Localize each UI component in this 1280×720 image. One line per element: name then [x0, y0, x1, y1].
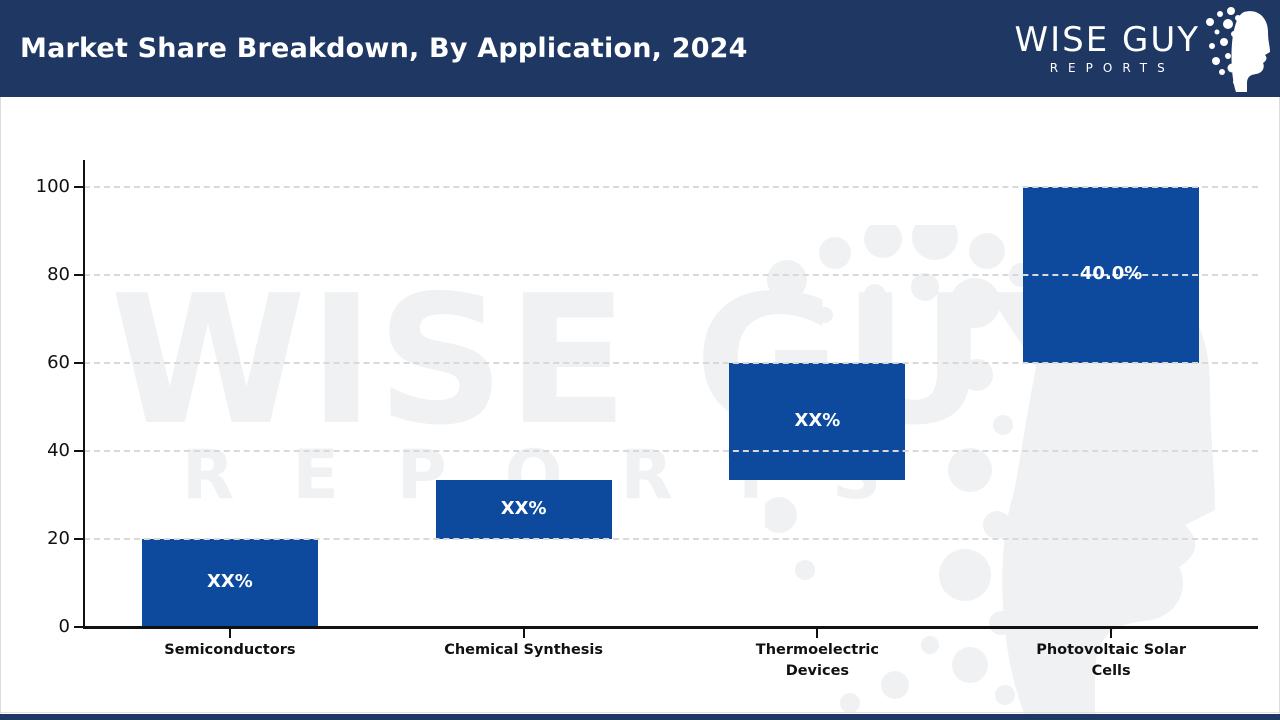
y-tick-label: 20 [47, 528, 70, 549]
bar-1 [435, 480, 612, 539]
x-axis-line [83, 626, 1258, 629]
bar-value-label: XX% [206, 571, 253, 592]
y-tick-mark [74, 538, 83, 540]
footer-hairline [0, 712, 1280, 713]
x-tick-label: Chemical Synthesis [444, 642, 604, 658]
x-tick-mark [522, 629, 525, 638]
logo-text: WISE GUY REPORTS [1014, 23, 1200, 75]
bar-value-label: 40.0% [1079, 263, 1143, 284]
y-tick-mark [74, 450, 83, 452]
x-tick-label: Semiconductors [164, 642, 296, 658]
x-tick-mark [816, 629, 819, 638]
bar-value-label: XX% [500, 497, 547, 519]
gridline-60 [84, 362, 1258, 364]
y-tick-mark [74, 186, 83, 188]
y-tick-label: 40 [47, 440, 70, 461]
x-tick-mark [228, 629, 231, 638]
logo-wise-guy-label: WISE GUY [1014, 20, 1200, 60]
gridline-40 [84, 450, 1258, 452]
bar-0 [141, 539, 318, 627]
header-bar: Market Share Breakdown, By Application, … [0, 0, 1280, 97]
footer-bar [0, 714, 1280, 720]
y-tick-label: 80 [47, 264, 70, 285]
logo-reports-label: REPORTS [1049, 61, 1175, 75]
watermark-face-dots [765, 225, 1215, 715]
wise-guy-reports-logo: WISE GUY REPORTS [1014, 6, 1270, 92]
gridline-80 [84, 274, 1258, 276]
y-tick-mark [74, 362, 83, 364]
gridline-20 [84, 538, 1258, 540]
logo-face-icon [1206, 7, 1270, 92]
y-tick-mark [74, 626, 83, 628]
y-tick-label: 60 [47, 352, 70, 373]
x-tick-label: Thermoelectric Devices [755, 642, 879, 679]
y-axis-line [83, 160, 85, 628]
y-tick-mark [74, 274, 83, 276]
watermark-wiseguy-text: WISE GUY [110, 257, 1120, 464]
x-tick-mark [1110, 629, 1113, 638]
bar-value-label: XX% [794, 409, 841, 431]
chart-title: Market Share Breakdown, By Application, … [20, 33, 748, 64]
y-tick-label: 0 [58, 616, 70, 637]
y-tick-label: 100 [35, 176, 70, 197]
bar-2 [729, 363, 906, 481]
x-tick-label: Photovoltaic Solar Cells [1036, 642, 1187, 679]
gridline-100 [84, 186, 1258, 188]
